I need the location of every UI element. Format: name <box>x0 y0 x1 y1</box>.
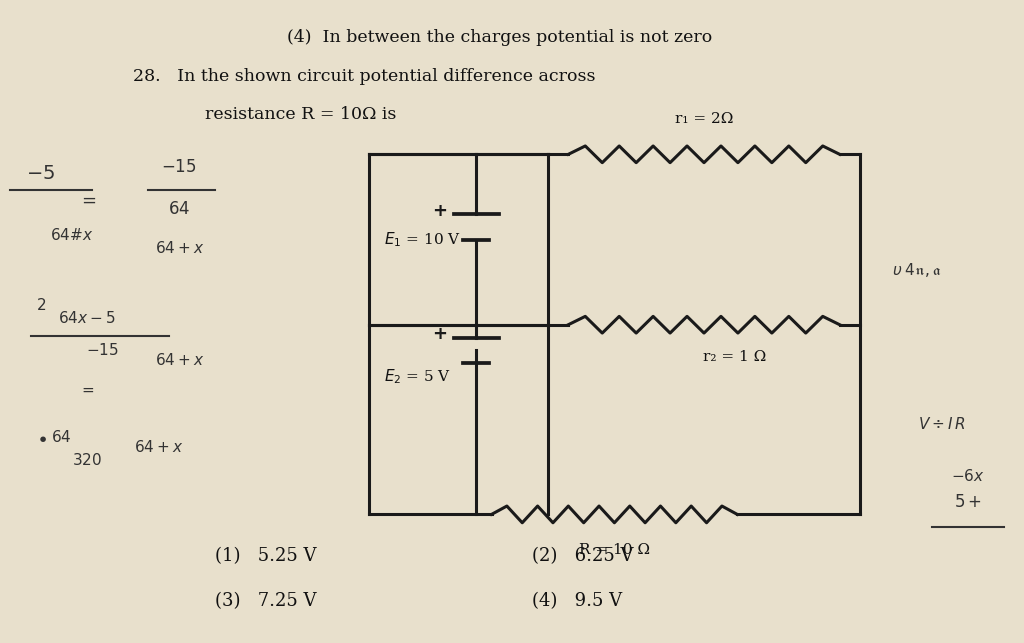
Text: $V \div I\,R$: $V \div I\,R$ <box>919 417 966 432</box>
Text: $\bullet$: $\bullet$ <box>36 428 46 447</box>
Text: $E_2$ = 5 V: $E_2$ = 5 V <box>384 367 452 386</box>
Text: resistance R = 10Ω is: resistance R = 10Ω is <box>205 106 396 123</box>
Text: r₂ = 1 Ω: r₂ = 1 Ω <box>703 350 766 364</box>
Text: 28.   In the shown circuit potential difference across: 28. In the shown circuit potential diffe… <box>133 68 596 84</box>
Text: +: + <box>432 202 447 219</box>
Text: $\upsilon \; 4\mathfrak{n}, \mathfrak{a}$: $\upsilon \; 4\mathfrak{n}, \mathfrak{a}… <box>892 261 941 279</box>
Text: (1)   5.25 V: (1) 5.25 V <box>215 547 316 565</box>
Text: $64x - 5$: $64x - 5$ <box>58 311 116 326</box>
Text: $320$: $320$ <box>72 452 102 467</box>
Text: $E_1$ = 10 V: $E_1$ = 10 V <box>384 230 461 249</box>
Text: (2)   6.25 V: (2) 6.25 V <box>532 547 634 565</box>
Text: $2$: $2$ <box>36 298 46 313</box>
Text: $-15$: $-15$ <box>162 158 197 176</box>
Text: $= $: $= $ <box>79 381 95 397</box>
Text: $64 + x$: $64 + x$ <box>155 352 204 368</box>
Text: (4)   9.5 V: (4) 9.5 V <box>532 592 623 610</box>
Text: (4)  In between the charges potential is not zero: (4) In between the charges potential is … <box>287 29 712 46</box>
Text: $64 \# x$: $64 \# x$ <box>50 227 93 242</box>
Text: $64$: $64$ <box>51 430 72 445</box>
Text: $-15$: $-15$ <box>86 343 119 358</box>
Text: $=$: $=$ <box>78 190 96 208</box>
Text: $64 + x$: $64 + x$ <box>134 439 183 455</box>
Text: $-5$: $-5$ <box>27 164 55 183</box>
Text: $64$: $64$ <box>168 200 190 218</box>
Text: $64 + x$: $64 + x$ <box>155 240 204 255</box>
Text: R = 10 Ω: R = 10 Ω <box>579 543 650 557</box>
Text: +: + <box>432 325 447 343</box>
Text: $5 +$: $5 +$ <box>953 493 982 511</box>
Text: $-6x$: $-6x$ <box>951 468 984 484</box>
Text: (3)   7.25 V: (3) 7.25 V <box>215 592 316 610</box>
Text: r₁ = 2Ω: r₁ = 2Ω <box>675 112 733 126</box>
